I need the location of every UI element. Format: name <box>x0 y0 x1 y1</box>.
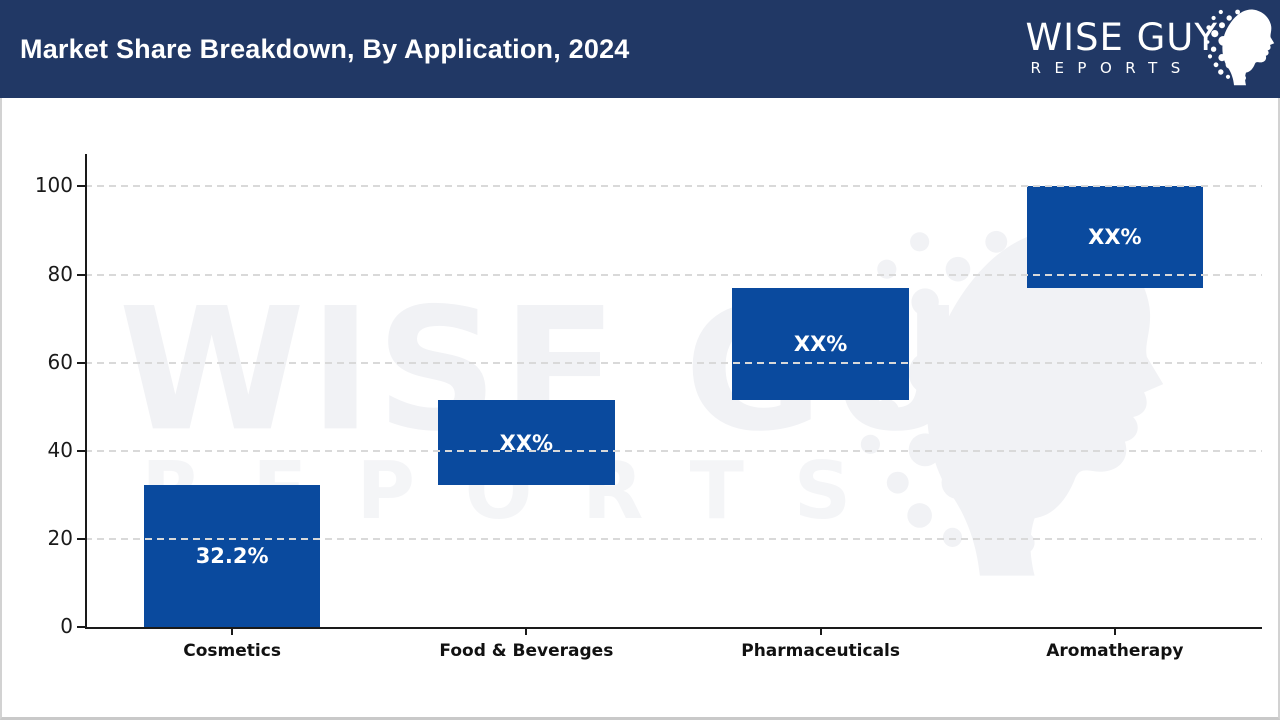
logo-wordmark: WISE GUY REPORTS <box>1025 16 1218 77</box>
y-tick-label-60: 60 <box>47 349 73 374</box>
y-tick-label-0: 0 <box>60 614 73 638</box>
bar-food-beverages: XX% <box>438 400 615 486</box>
bar-label-food-beverages: XX% <box>499 430 554 455</box>
gridline-60 <box>85 361 1262 364</box>
logo-wordmark-line2: REPORTS <box>1030 58 1194 77</box>
x-axis-line <box>85 627 1262 629</box>
x-tick-mark-cosmetics <box>231 627 234 635</box>
header-bar: Market Share Breakdown, By Application, … <box>0 0 1280 98</box>
bar-label-cosmetics: 32.2% <box>195 544 269 569</box>
y-axis-line <box>85 154 87 627</box>
bar-label-pharmaceuticals: XX% <box>793 331 848 356</box>
bar-aromatherapy: XX% <box>1026 186 1204 288</box>
bar-label-aromatherapy: XX% <box>1088 225 1142 250</box>
x-tick-mark-aromatherapy <box>1113 627 1116 635</box>
bar-pharmaceuticals: XX% <box>732 287 909 401</box>
y-tick-label-100: 100 <box>34 173 73 198</box>
y-tick-mark-80 <box>77 273 85 276</box>
x-tick-label-food-beverages: Food & Beverages <box>439 641 614 661</box>
y-tick-mark-20 <box>77 537 85 540</box>
x-tick-mark-food-beverages <box>525 627 528 635</box>
x-tick-mark-pharmaceuticals <box>819 627 822 635</box>
y-tick-mark-100 <box>77 185 85 188</box>
y-tick-label-40: 40 <box>47 437 73 462</box>
wise-guy-head-icon <box>1204 6 1276 90</box>
logo-wordmark-line1: WISE GUY <box>1025 16 1218 60</box>
plot-area: 0 20 40 60 80 100 32.2% Cosmetics XX% Food & Beve… <box>35 154 1262 661</box>
y-tick-mark-0 <box>77 626 85 628</box>
brand-logo: WISE GUY REPORTS <box>1026 6 1276 90</box>
chart-area: WISE GUY REPORTS 0 20 40 60 80 100 32.2% Cosmet… <box>0 98 1280 720</box>
y-tick-mark-60 <box>77 361 85 364</box>
x-tick-label-cosmetics: Cosmetics <box>183 641 281 661</box>
y-tick-mark-40 <box>77 449 85 452</box>
y-tick-label-80: 80 <box>47 261 73 286</box>
y-tick-label-20: 20 <box>47 525 73 550</box>
gridline-40 <box>85 449 1262 452</box>
x-tick-label-aromatherapy: Aromatherapy <box>1046 641 1184 661</box>
bar-cosmetics: 32.2% <box>143 485 321 627</box>
page-title: Market Share Breakdown, By Application, … <box>20 33 630 64</box>
x-tick-label-pharmaceuticals: Pharmaceuticals <box>741 641 900 661</box>
